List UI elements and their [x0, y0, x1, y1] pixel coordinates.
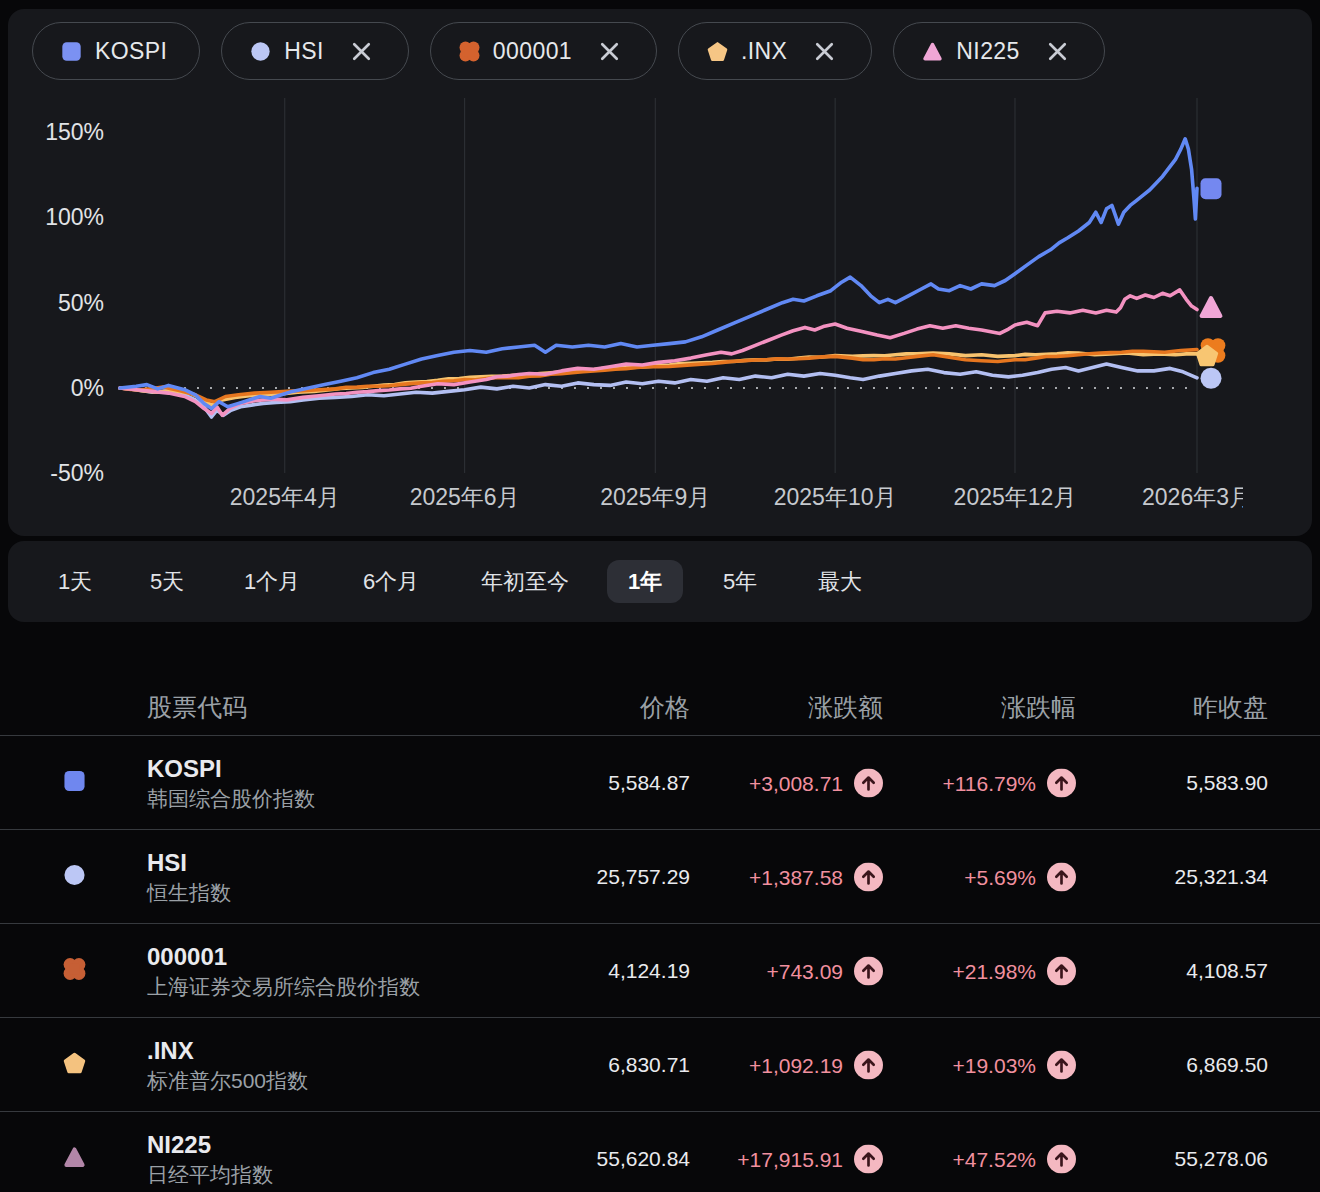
change-value: +1,092.19 [749, 1053, 843, 1077]
ticker-name: 上海证券交易所综合股价指数 [147, 972, 420, 1001]
arrow-up-circle-icon [854, 1051, 883, 1080]
change-pct-value: +5.69% [964, 865, 1036, 889]
y-axis-label: 150% [45, 119, 104, 145]
y-axis-label: 50% [58, 290, 104, 316]
series-end-marker-KOSPI [1201, 178, 1222, 199]
change-value: +3,008.71 [749, 771, 843, 795]
change-value: +17,915.91 [737, 1147, 843, 1171]
price-value: 6,830.71 [608, 1053, 690, 1077]
series-end-marker-NI225 [1202, 298, 1221, 316]
range-button-1个月[interactable]: 1个月 [217, 541, 327, 622]
series-end-marker-HSI [1201, 368, 1222, 389]
x-axis-label: 2025年10月 [774, 484, 897, 510]
x-axis-label: 2025年9月 [600, 484, 710, 510]
square-marker-icon [63, 770, 86, 793]
arrow-up-circle-icon [1047, 1145, 1076, 1174]
range-button-最大[interactable]: 最大 [785, 541, 895, 622]
column-header-change_pct[interactable]: 涨跌幅 [1001, 681, 1076, 733]
ticker-name: 日经平均指数 [147, 1160, 273, 1189]
arrow-up-circle-icon [854, 1145, 883, 1174]
price-value: 4,124.19 [608, 959, 690, 983]
price-value: 5,584.87 [608, 771, 690, 795]
ticker-symbol: NI225 [147, 1130, 273, 1160]
x-axis-label: 2025年12月 [954, 484, 1077, 510]
arrow-up-circle-icon [1047, 863, 1076, 892]
column-header-change[interactable]: 涨跌额 [808, 681, 883, 733]
prev-close-value: 25,321.34 [1175, 865, 1268, 889]
circle-marker-icon [63, 864, 86, 887]
y-axis-label: 100% [45, 204, 104, 230]
quote-row-NI225[interactable]: NI225日经平均指数 55,620.84 +17,915.91 +47.52% 55,… [0, 1112, 1320, 1192]
y-axis-label: 0% [71, 375, 104, 401]
price-value: 25,757.29 [597, 865, 690, 889]
arrow-up-circle-icon [854, 863, 883, 892]
range-button-6个月[interactable]: 6个月 [336, 541, 446, 622]
change-pct-value: +116.79% [942, 771, 1036, 795]
triangle-marker-icon [63, 1146, 86, 1169]
change-value: +743.09 [767, 959, 844, 983]
ticker-symbol: 000001 [147, 942, 420, 972]
ticker-name: 恒生指数 [147, 878, 231, 907]
arrow-up-circle-icon [1047, 769, 1076, 798]
quote-row-000001[interactable]: 000001上海证券交易所综合股价指数 4,124.19 +743.09 +21.98… [0, 924, 1320, 1018]
y-axis-label: -50% [50, 460, 104, 486]
x-axis-label: 2025年6月 [410, 484, 520, 510]
prev-close-value: 55,278.06 [1175, 1147, 1268, 1171]
ticker-symbol: .INX [147, 1036, 308, 1066]
column-header-prev_close[interactable]: 昨收盘 [1193, 681, 1268, 733]
clover-marker-icon [63, 958, 86, 981]
column-header-price[interactable]: 价格 [640, 681, 690, 733]
arrow-up-circle-icon [854, 957, 883, 986]
change-pct-value: +21.98% [953, 959, 1037, 983]
arrow-up-circle-icon [854, 769, 883, 798]
ticker-symbol: HSI [147, 848, 231, 878]
time-range-bar: 1天5天1个月6个月年初至今1年5年最大 [8, 541, 1312, 622]
arrow-up-circle-icon [1047, 957, 1076, 986]
price-value: 55,620.84 [597, 1147, 690, 1171]
quotes-table: 股票代码 价格 涨跌额 涨跌幅 昨收盘 KOSPI韩国综合股价指数 5,584.87 +3,0… [0, 622, 1320, 1192]
range-button-1年[interactable]: 1年 [607, 560, 683, 603]
prev-close-value: 6,869.50 [1186, 1053, 1268, 1077]
prev-close-value: 4,108.57 [1186, 959, 1268, 983]
ticker-name: 韩国综合股价指数 [147, 784, 315, 813]
change-pct-value: +19.03% [953, 1053, 1037, 1077]
change-pct-value: +47.52% [953, 1147, 1037, 1171]
quote-row-HSI[interactable]: HSI恒生指数 25,757.29 +1,387.58 +5.69% 25,321.34 [0, 830, 1320, 924]
range-button-年初至今[interactable]: 年初至今 [470, 541, 580, 622]
quote-row-KOSPI[interactable]: KOSPI韩国综合股价指数 5,584.87 +3,008.71 +116.79% 5,… [0, 736, 1320, 830]
prev-close-value: 5,583.90 [1186, 771, 1268, 795]
range-button-5天[interactable]: 5天 [112, 541, 222, 622]
arrow-up-circle-icon [1047, 1051, 1076, 1080]
x-axis-label: 2025年4月 [230, 484, 340, 510]
comparison-chart[interactable]: 2025年4月 2025年6月 2025年9月 2025年10月 2025年12月 202… [0, 0, 1320, 540]
pentagon-marker-icon [63, 1052, 86, 1075]
x-axis-label: 2026年3月 [1142, 484, 1252, 510]
range-button-5年[interactable]: 5年 [685, 541, 795, 622]
change-value: +1,387.58 [749, 865, 843, 889]
ticker-name: 标准普尔500指数 [147, 1066, 308, 1095]
column-header-symbol[interactable]: 股票代码 [147, 681, 247, 733]
ticker-symbol: KOSPI [147, 754, 315, 784]
quote-row-.INX[interactable]: .INX标准普尔500指数 6,830.71 +1,092.19 +19.03% 6,8… [0, 1018, 1320, 1112]
